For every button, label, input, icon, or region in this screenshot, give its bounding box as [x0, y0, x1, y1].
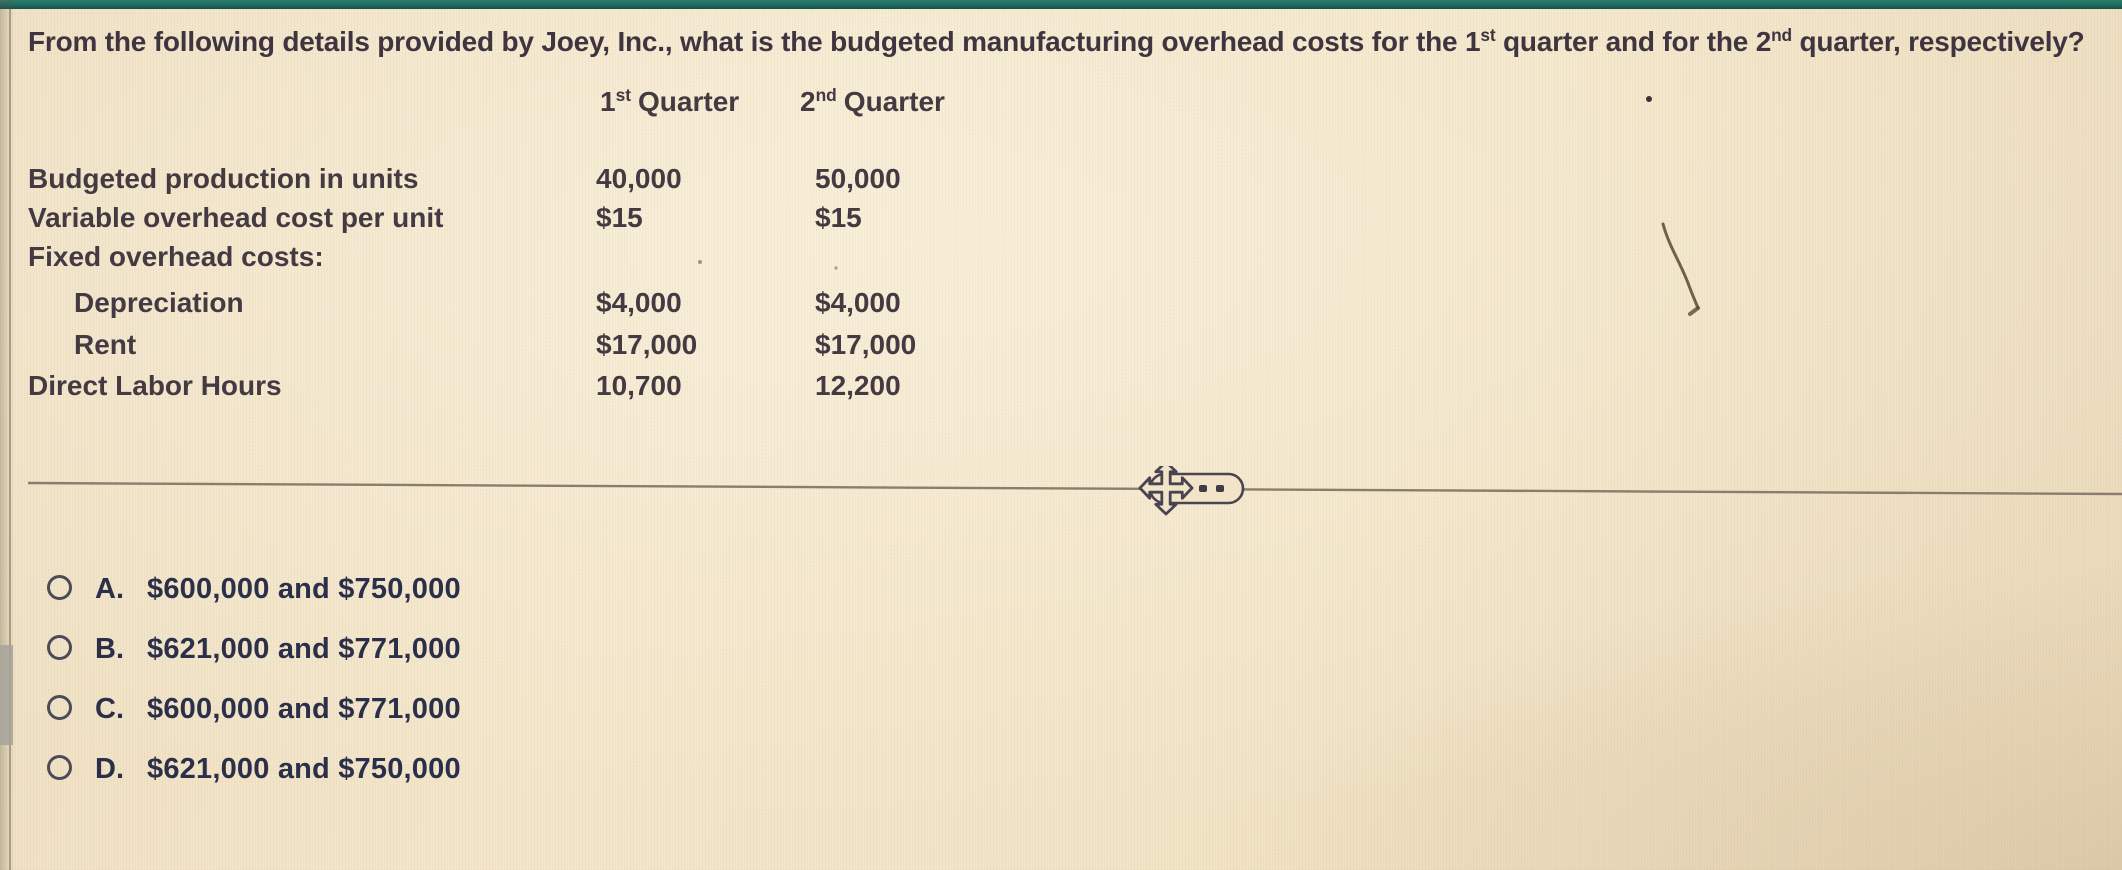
row-label: Variable overhead cost per unit [28, 202, 444, 233]
q1-value: 10,700 [596, 370, 682, 401]
table-header-q1: 1st Quarter [600, 85, 740, 117]
option-text: $600,000 and $750,000 [147, 573, 461, 605]
radio-button[interactable] [47, 755, 72, 780]
move-icon[interactable] [1138, 466, 1194, 516]
section-divider [27, 466, 2122, 516]
option-letter: A. [95, 573, 124, 605]
q1-value: $15 [596, 202, 643, 233]
table-row: Depreciation $4,000 $4,000 [0, 287, 2122, 323]
dust-dot [1646, 96, 1652, 102]
option-row-c[interactable]: C. $600,000 and $771,000 [0, 693, 900, 729]
handle-dots [1199, 485, 1207, 492]
drag-handle[interactable] [1138, 466, 1245, 516]
table-row: Rent $17,000 $17,000 [0, 329, 2122, 365]
option-letter: D. [95, 753, 124, 785]
q2-value: $17,000 [815, 329, 917, 360]
ordinal-superscript: nd [1771, 25, 1792, 46]
question-part: quarter and for the 2 [1495, 26, 1772, 57]
ordinal-superscript: st [1480, 25, 1496, 46]
q2-value: $15 [815, 202, 862, 233]
option-row-b[interactable]: B. $621,000 and $771,000 [0, 633, 900, 669]
row-label: Direct Labor Hours [28, 370, 282, 401]
table-row: Fixed overhead costs: [0, 241, 2122, 277]
divider-line [27, 481, 2122, 496]
handle-dots [1216, 485, 1224, 492]
table-row: Direct Labor Hours 10,700 12,200 [0, 370, 2122, 406]
option-letter: B. [95, 633, 124, 665]
q2-value: 12,200 [815, 370, 901, 401]
option-text: $621,000 and $771,000 [147, 633, 461, 665]
top-accent-bar [0, 0, 2122, 9]
row-label: Rent [74, 329, 137, 360]
radio-button[interactable] [47, 635, 72, 660]
table-row: Variable overhead cost per unit $15 $15 [0, 202, 2122, 238]
q2-value: 50,000 [815, 163, 901, 194]
row-label: Budgeted production in units [28, 163, 419, 194]
q2-value: $4,000 [815, 287, 901, 318]
radio-button[interactable] [47, 575, 72, 600]
question-part: quarter, respectively? [1791, 26, 2085, 57]
table-header-q2: 2nd Quarter [800, 85, 945, 117]
option-text: $621,000 and $750,000 [147, 753, 461, 785]
radio-button[interactable] [47, 695, 72, 720]
q1-value: $4,000 [596, 287, 682, 318]
photo-left-gray-patch [0, 645, 13, 745]
row-label: Fixed overhead costs: [28, 241, 324, 272]
question-part: From the following details provided by J… [28, 26, 1481, 57]
table-row: Budgeted production in units 40,000 50,0… [0, 163, 2122, 199]
option-row-d[interactable]: D. $621,000 and $750,000 [0, 753, 900, 789]
q1-value: 40,000 [596, 163, 682, 194]
row-label: Depreciation [74, 287, 244, 318]
option-row-a[interactable]: A. $600,000 and $750,000 [0, 573, 900, 609]
option-letter: C. [95, 693, 124, 725]
option-text: $600,000 and $771,000 [147, 693, 461, 725]
photo-left-edge-line [9, 0, 11, 870]
question-text: From the following details provided by J… [28, 25, 2118, 58]
q1-value: $17,000 [596, 329, 698, 360]
